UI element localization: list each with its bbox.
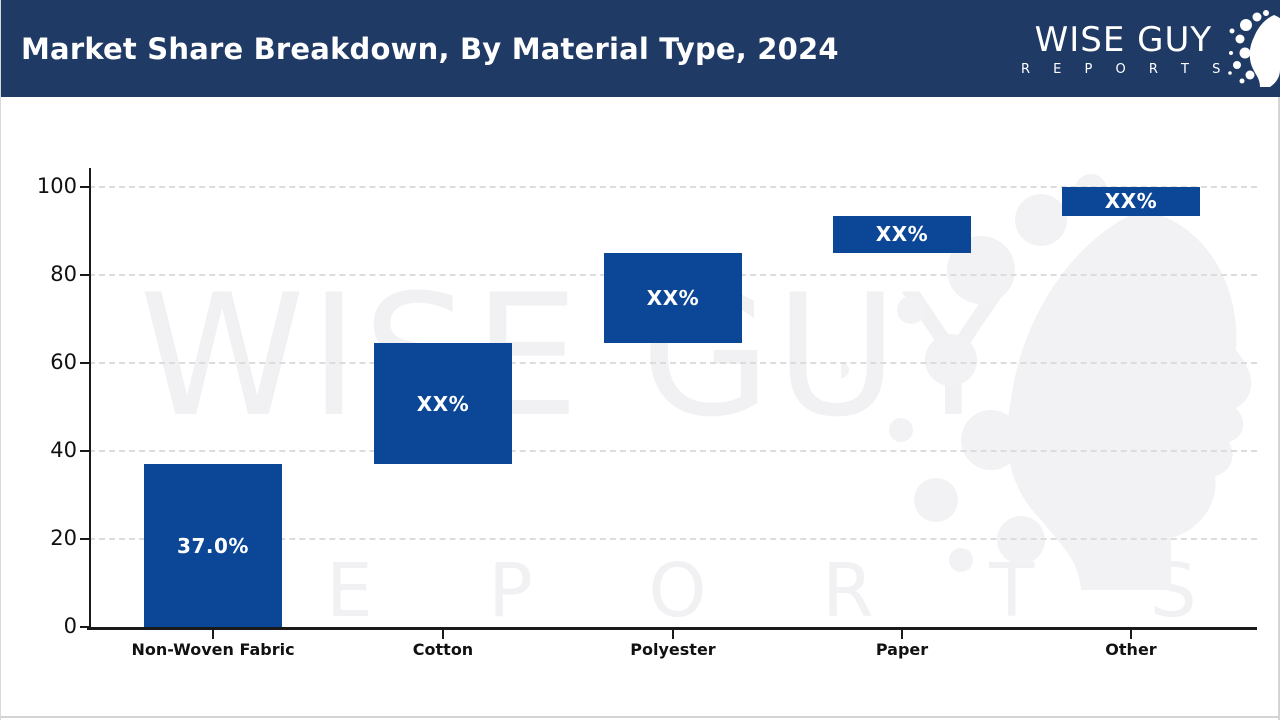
y-axis-tick-mark <box>80 626 89 628</box>
x-axis-category-label: Paper <box>875 640 929 659</box>
gridline-60 <box>89 362 1257 364</box>
bar-value-label: XX% <box>416 391 470 416</box>
x-axis-category-label: Other <box>1105 640 1157 659</box>
bar-polyester: XX% <box>604 253 742 344</box>
brand-face-icon <box>1228 10 1280 87</box>
gridline-40 <box>89 450 1257 452</box>
header-bar: Market Share Breakdown, By Material Type… <box>1 0 1280 97</box>
bar-paper: XX% <box>833 215 971 253</box>
x-axis-line <box>87 627 1257 630</box>
x-axis-tick-mark <box>901 630 903 639</box>
x-axis-tick-mark <box>1130 630 1132 639</box>
gridline-20 <box>89 538 1257 540</box>
brand-name: WISE GUY <box>1034 19 1213 60</box>
page-bottom-border <box>1 716 1280 718</box>
bar-value-label: XX% <box>875 222 929 247</box>
x-axis-tick-mark <box>212 630 214 639</box>
watermark-face-icon <box>841 174 1252 590</box>
bar-non-woven-fabric: 37.0% <box>144 464 282 627</box>
y-axis-tick-mark <box>80 362 89 364</box>
y-axis-tick-label: 80 <box>50 262 77 286</box>
brand-logo: WISE GUY R E P O R T S <box>1017 8 1280 90</box>
y-axis-tick-mark <box>80 274 89 276</box>
x-axis-category-label: Non-Woven Fabric <box>131 640 295 659</box>
x-axis-tick-mark <box>672 630 674 639</box>
y-axis-tick-label: 20 <box>50 526 77 550</box>
brand-logo-text: WISE GUY R E P O R T S <box>1017 23 1230 76</box>
y-axis-tick-label: 100 <box>36 174 77 198</box>
bar-value-label: XX% <box>1104 189 1158 214</box>
x-axis-category-label: Cotton <box>412 640 474 659</box>
x-axis-category-label: Polyester <box>630 640 716 659</box>
y-axis-tick-mark <box>80 450 89 452</box>
y-axis-tick-mark <box>80 538 89 540</box>
y-axis-tick-label: 60 <box>50 350 77 374</box>
gridline-100 <box>89 186 1257 188</box>
bar-other: XX% <box>1062 187 1200 216</box>
x-axis-tick-mark <box>442 630 444 639</box>
bar-value-label: 37.0% <box>177 533 249 558</box>
y-axis-tick-label: 40 <box>50 438 77 462</box>
y-axis-line <box>89 168 91 629</box>
y-axis-tick-mark <box>80 186 89 188</box>
page-title: Market Share Breakdown, By Material Type… <box>21 31 839 66</box>
y-axis-tick-label: 0 <box>63 614 77 638</box>
bar-cotton: XX% <box>374 343 512 465</box>
brand-subname: R E P O R T S <box>1021 61 1230 77</box>
bar-value-label: XX% <box>646 286 700 311</box>
